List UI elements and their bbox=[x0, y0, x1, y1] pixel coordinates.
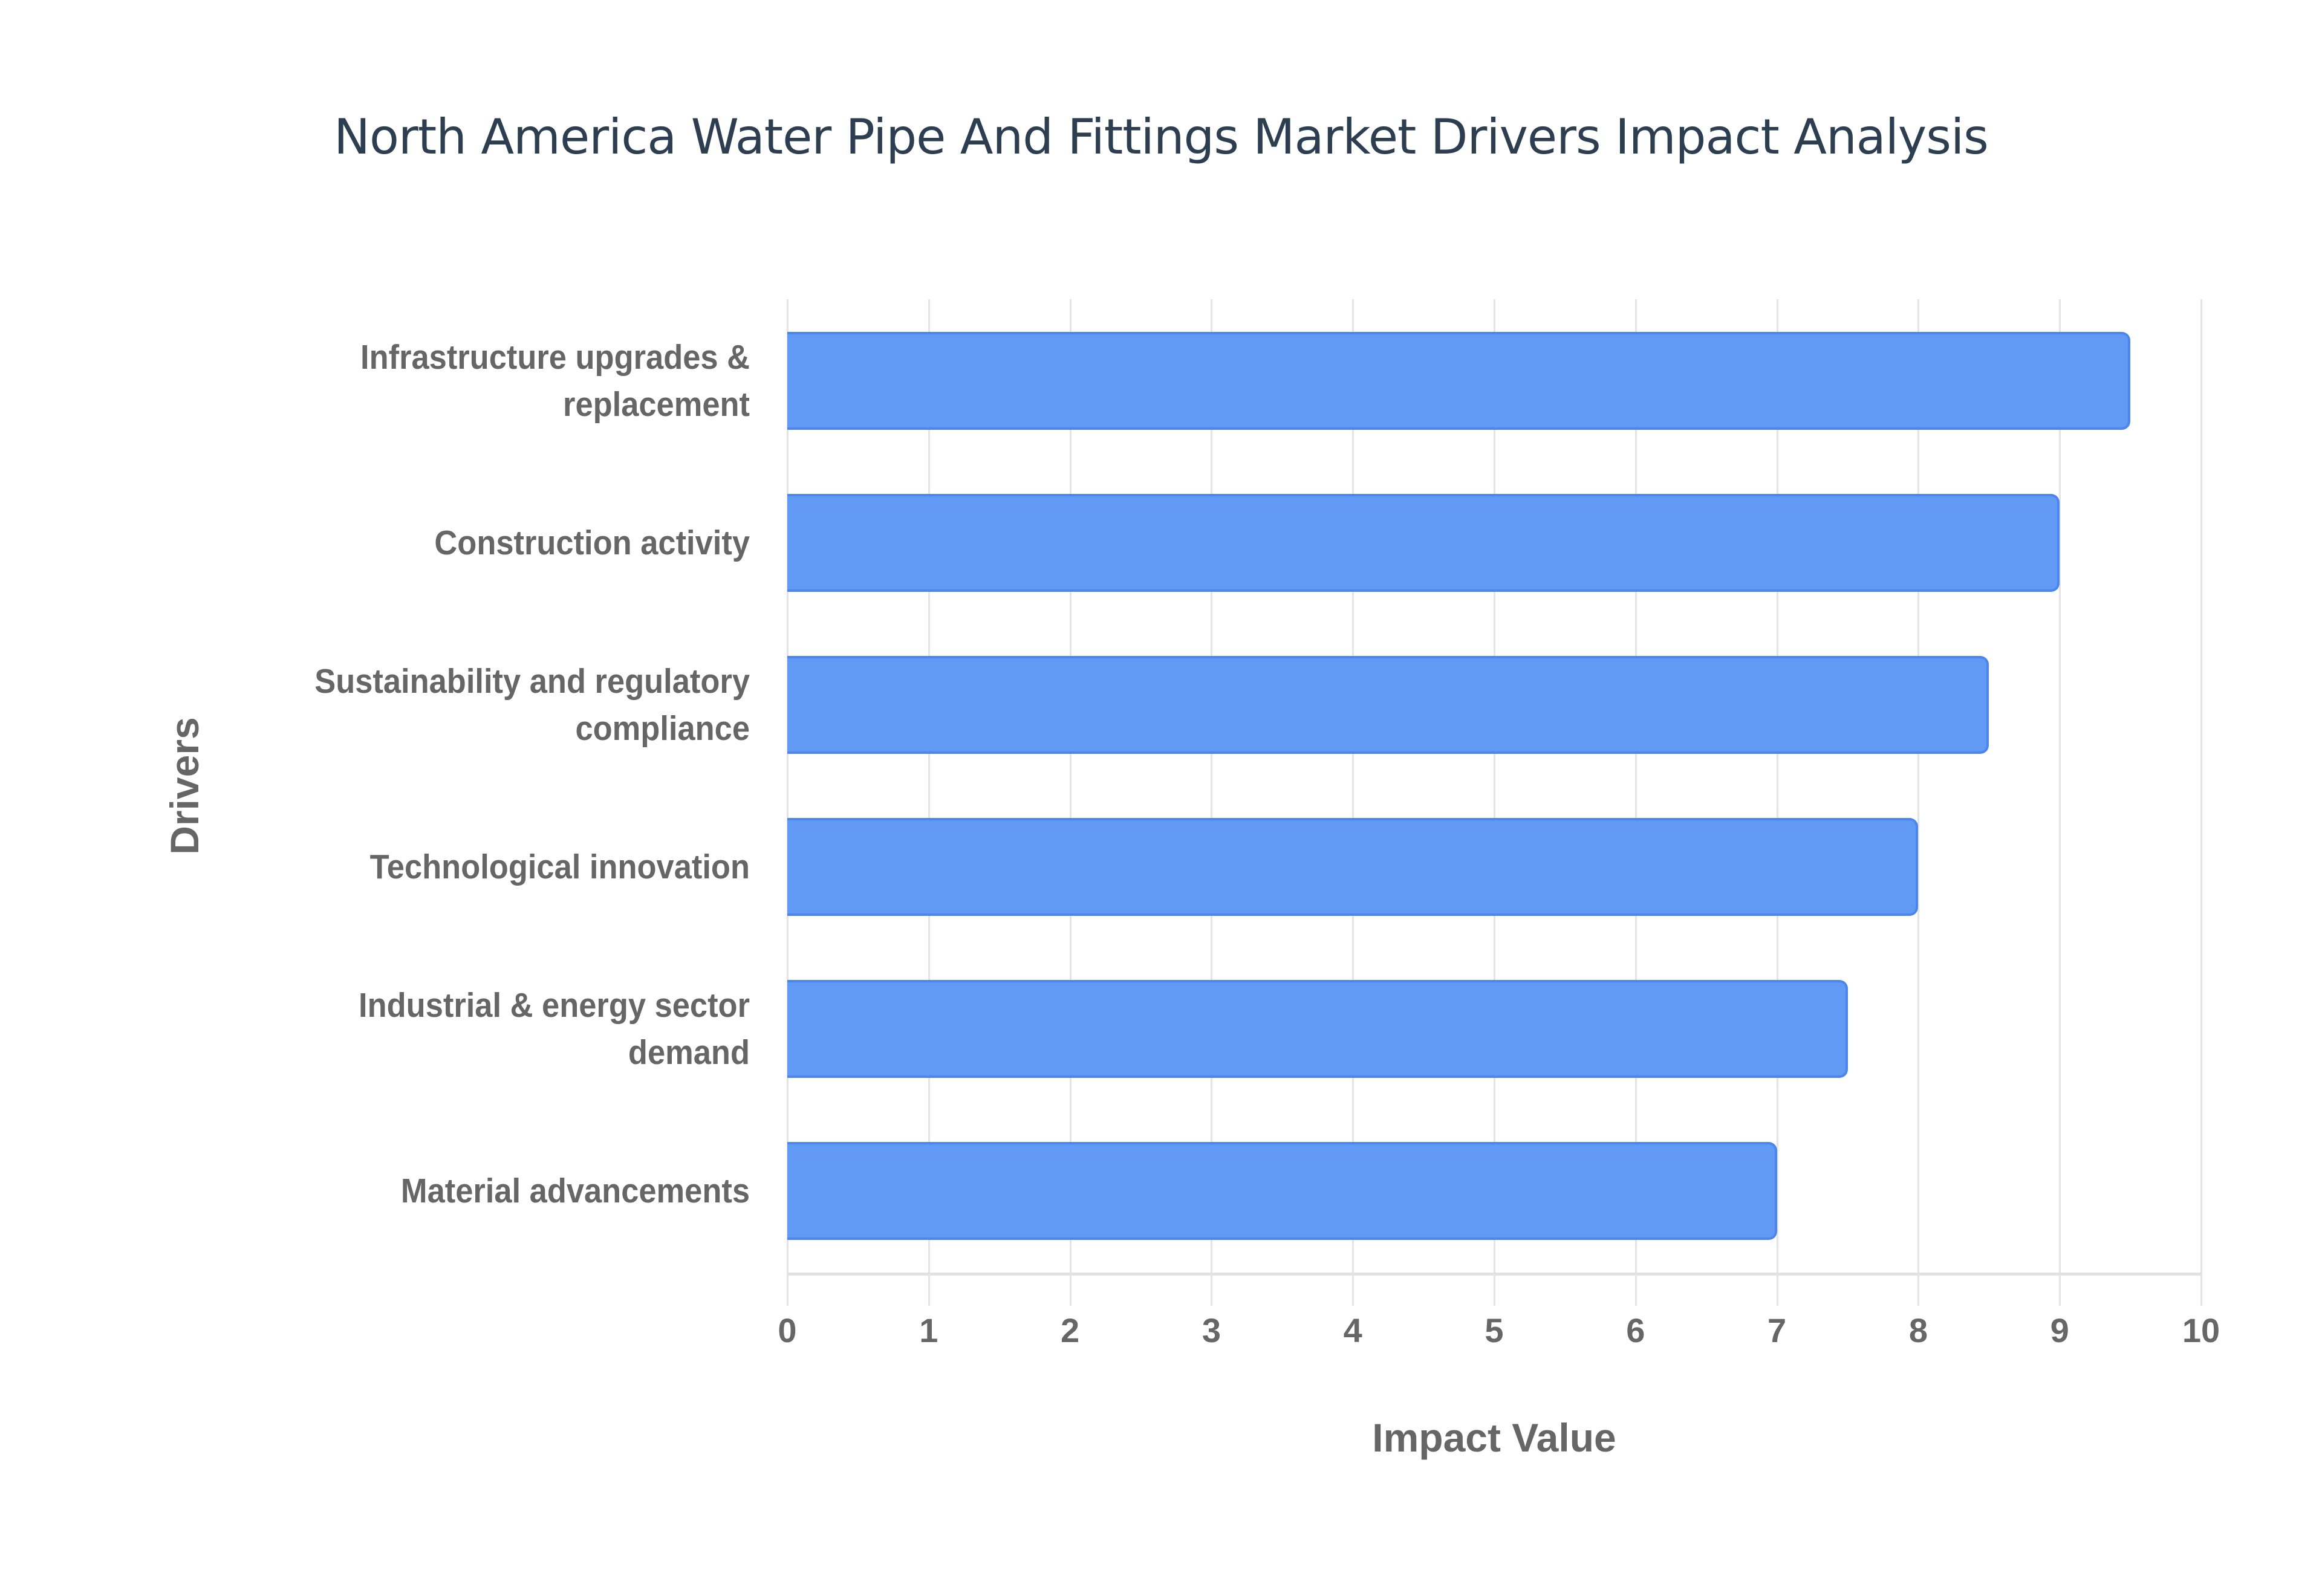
chart-title: North America Water Pipe And Fittings Ma… bbox=[334, 109, 1989, 165]
x-tick-label: 10 bbox=[2182, 1311, 2220, 1349]
gridline bbox=[1917, 299, 1920, 1306]
gridline bbox=[928, 299, 930, 1306]
gridline bbox=[1494, 299, 1495, 1306]
y-axis-label: Material advancements bbox=[400, 1172, 750, 1210]
y-axis-title: Drivers bbox=[162, 717, 207, 855]
gridline bbox=[1211, 299, 1213, 1306]
x-axis-title: Impact Value bbox=[1372, 1415, 1616, 1460]
y-axis-label: Sustainability and regulatory compliance bbox=[314, 662, 750, 748]
gridline bbox=[2059, 299, 2061, 1306]
gridline bbox=[1069, 299, 1072, 1306]
y-axis-label: Infrastructure upgrades & replacement bbox=[360, 338, 750, 424]
gridline bbox=[787, 299, 789, 1306]
x-tick-label: 1 bbox=[919, 1311, 938, 1349]
bar[interactable] bbox=[787, 1142, 1777, 1240]
x-tick-label: 0 bbox=[778, 1311, 797, 1349]
bar[interactable] bbox=[787, 656, 1989, 754]
gridline bbox=[1634, 299, 1637, 1306]
bar[interactable] bbox=[787, 818, 1919, 916]
x-axis-line bbox=[787, 1273, 2201, 1276]
gridline bbox=[1352, 299, 1354, 1306]
gridline bbox=[2200, 299, 2202, 1306]
x-tick-label: 4 bbox=[1343, 1311, 1362, 1349]
x-tick-label: 2 bbox=[1061, 1311, 1080, 1349]
y-axis-label: Construction activity bbox=[434, 524, 750, 562]
x-tick-label: 9 bbox=[2050, 1311, 2069, 1349]
x-tick-label: 5 bbox=[1485, 1311, 1504, 1349]
y-axis-label: Industrial & energy sector demand bbox=[359, 986, 750, 1072]
gridline bbox=[1776, 299, 1778, 1306]
x-tick-label: 8 bbox=[1908, 1311, 1928, 1349]
x-tick-label: 3 bbox=[1202, 1311, 1221, 1349]
bar[interactable] bbox=[787, 332, 2131, 430]
x-tick-label: 7 bbox=[1768, 1311, 1787, 1349]
x-tick-label: 6 bbox=[1626, 1311, 1645, 1349]
bar[interactable] bbox=[787, 494, 2060, 592]
plot-area bbox=[787, 299, 2202, 1306]
y-axis-label: Technological innovation bbox=[369, 848, 750, 886]
bar[interactable] bbox=[787, 980, 1848, 1078]
